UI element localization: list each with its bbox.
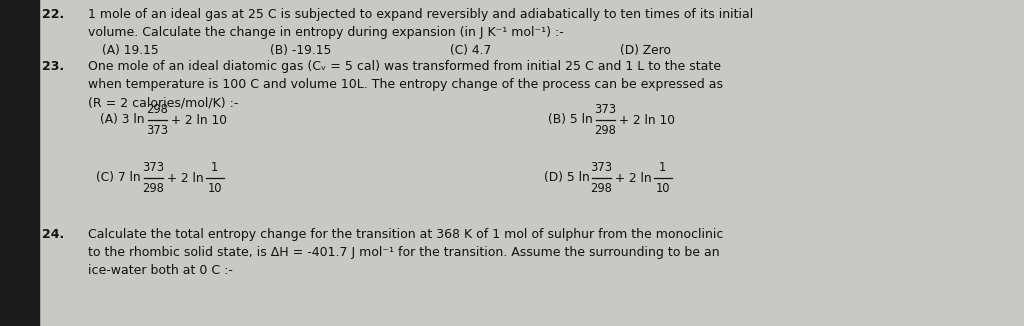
Text: 373: 373 [142,161,165,174]
Text: (A) 3 ln: (A) 3 ln [100,113,148,126]
Text: 1: 1 [211,161,218,174]
Text: (D) Zero: (D) Zero [620,44,671,57]
Text: 22.: 22. [42,8,65,21]
Text: (C) 7 ln: (C) 7 ln [96,171,144,185]
Text: 373: 373 [591,161,612,174]
Text: 10: 10 [208,182,222,195]
Text: 373: 373 [146,124,169,137]
Text: 298: 298 [142,182,165,195]
Text: (C) 4.7: (C) 4.7 [450,44,492,57]
Text: (R = 2 calories/mol/K) :-: (R = 2 calories/mol/K) :- [88,96,239,109]
Text: 1 mole of an ideal gas at 25 C is subjected to expand reversibly and adiabatical: 1 mole of an ideal gas at 25 C is subjec… [88,8,754,21]
Text: + 2 ln 10: + 2 ln 10 [615,113,676,126]
Text: 10: 10 [655,182,670,195]
Text: + 2 ln: + 2 ln [164,171,208,185]
Text: when temperature is 100 C and volume 10L. The entropy change of the process can : when temperature is 100 C and volume 10L… [88,78,723,91]
Text: + 2 ln 10: + 2 ln 10 [167,113,227,126]
Text: 298: 298 [591,182,612,195]
Text: 1: 1 [659,161,667,174]
Text: One mole of an ideal diatomic gas (Cᵥ = 5 cal) was transformed from initial 25 C: One mole of an ideal diatomic gas (Cᵥ = … [88,60,721,73]
Text: Calculate the total entropy change for the transition at 368 K of 1 mol of sulph: Calculate the total entropy change for t… [88,228,723,241]
Bar [0,0,39,326]
Text: ice-water both at 0 C :-: ice-water both at 0 C :- [88,264,232,277]
Text: 24.: 24. [42,228,65,241]
Text: + 2 ln: + 2 ln [611,171,655,185]
Text: volume. Calculate the change in entropy during expansion (in J K⁻¹ mol⁻¹) :-: volume. Calculate the change in entropy … [88,26,564,39]
Text: 298: 298 [146,103,168,116]
Text: (A) 19.15: (A) 19.15 [102,44,159,57]
Text: (B) -19.15: (B) -19.15 [270,44,332,57]
Text: 373: 373 [594,103,616,116]
Text: to the rhombic solid state, is ΔH = -401.7 J mol⁻¹ for the transition. Assume th: to the rhombic solid state, is ΔH = -401… [88,246,720,259]
Text: (B) 5 ln: (B) 5 ln [548,113,597,126]
Text: (D) 5 ln: (D) 5 ln [544,171,594,185]
Text: 23.: 23. [42,60,65,73]
Text: 298: 298 [595,124,616,137]
